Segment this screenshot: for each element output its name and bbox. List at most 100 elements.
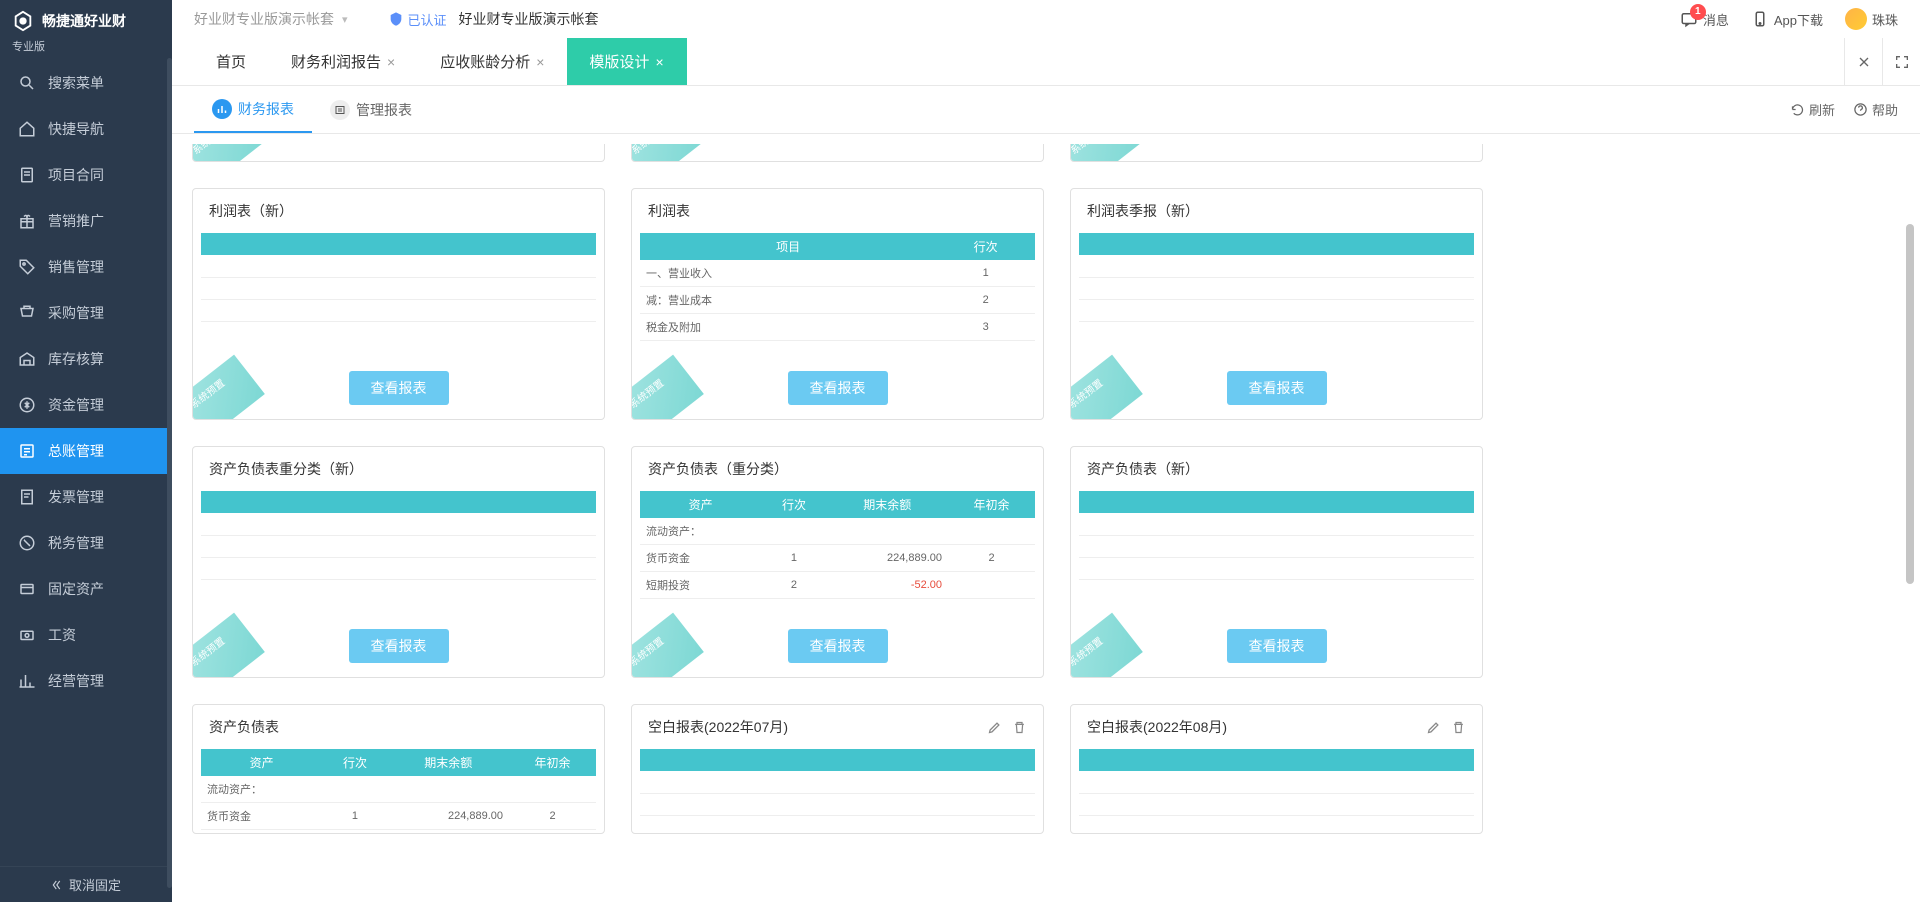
sidebar-item-funds[interactable]: 资金管理 bbox=[0, 382, 172, 428]
tab-label: 模版设计 bbox=[589, 51, 649, 72]
asset-icon bbox=[18, 580, 36, 598]
tabbar-actions bbox=[1844, 38, 1920, 85]
view-report-button[interactable]: 查看报表 bbox=[788, 629, 888, 663]
card-title: 空白报表(2022年08月) bbox=[1087, 717, 1227, 737]
brand-name: 畅捷通好业财 bbox=[42, 11, 126, 31]
account-dropdown-label: 好业财专业版演示帐套 bbox=[194, 9, 334, 29]
subtab-manage[interactable]: 管理报表 bbox=[312, 86, 430, 133]
refresh-button[interactable]: 刷新 bbox=[1790, 100, 1835, 119]
gift-icon bbox=[18, 212, 36, 230]
fullscreen-button[interactable] bbox=[1882, 38, 1920, 85]
sidebar-item-label: 库存核算 bbox=[48, 349, 104, 369]
warehouse-icon bbox=[18, 350, 36, 368]
card-preview-table: 资产 行次 期末余额 年初余 流动资产： 货币资金1224,889.002 短期… bbox=[640, 491, 1035, 599]
verified-badge: 已认证 bbox=[388, 10, 447, 29]
app-download-label: App下载 bbox=[1774, 10, 1823, 29]
sidebar-item-quicknav[interactable]: 快捷导航 bbox=[0, 106, 172, 152]
close-icon[interactable]: × bbox=[387, 54, 395, 70]
sidebar-item-label: 总账管理 bbox=[48, 441, 104, 461]
shield-icon bbox=[388, 11, 404, 27]
tab-template-design[interactable]: 模版设计 × bbox=[567, 38, 686, 85]
sidebar-header: 畅捷通好业财 bbox=[0, 0, 172, 42]
sidebar-item-invoice[interactable]: 发票管理 bbox=[0, 474, 172, 520]
messages-label: 消息 bbox=[1703, 10, 1729, 29]
card-title: 利润表（新） bbox=[209, 201, 293, 221]
delete-icon[interactable] bbox=[1451, 720, 1466, 735]
report-card: 利润表 项目 行次 一、营业收入1 减：营业成本2 税金及附加3 查看报表 bbox=[631, 188, 1044, 420]
unpin-icon bbox=[51, 878, 65, 892]
tab-receivable[interactable]: 应收账龄分析 × bbox=[418, 38, 567, 85]
card-actions bbox=[987, 720, 1027, 735]
sidebar-item-asset[interactable]: 固定资产 bbox=[0, 566, 172, 612]
sidebar: 畅捷通好业财 专业版 搜索菜单 快捷导航 项目合同 营销推广 销售管理 采购管理 bbox=[0, 0, 172, 902]
card-preview-table bbox=[1079, 233, 1474, 322]
tab-profit-report[interactable]: 财务利润报告 × bbox=[269, 38, 418, 85]
content-scroll[interactable]: 系统预置 系统预置 系统预置 利润表（新） 查看报 bbox=[192, 144, 1900, 902]
card-preview-table bbox=[640, 749, 1035, 816]
invoice-icon bbox=[18, 488, 36, 506]
close-all-tabs-button[interactable] bbox=[1844, 38, 1882, 85]
report-card: 空白报表(2022年07月) bbox=[631, 704, 1044, 834]
account-dropdown[interactable]: 好业财专业版演示帐套 ▾ bbox=[194, 9, 348, 29]
subtab-finance[interactable]: 财务报表 bbox=[194, 86, 312, 133]
card-preview-table: 资产 行次 期末余额 年初余 流动资产： 货币资金1224,889.002 bbox=[201, 749, 596, 830]
view-report-button[interactable]: 查看报表 bbox=[1227, 629, 1327, 663]
topbar-right: 1 消息 App下载 珠珠 bbox=[1680, 8, 1898, 30]
notification-badge: 1 bbox=[1690, 4, 1706, 20]
subtab-label: 财务报表 bbox=[238, 99, 294, 119]
view-report-button[interactable]: 查看报表 bbox=[349, 371, 449, 405]
help-icon bbox=[1853, 102, 1868, 117]
delete-icon[interactable] bbox=[1012, 720, 1027, 735]
sidebar-item-ledger[interactable]: 总账管理 bbox=[0, 428, 172, 474]
subtabs-actions: 刷新 帮助 bbox=[1790, 100, 1898, 119]
salary-icon bbox=[18, 626, 36, 644]
list-icon bbox=[330, 100, 350, 120]
sidebar-item-label: 快捷导航 bbox=[48, 119, 104, 139]
sidebar-item-label: 固定资产 bbox=[48, 579, 104, 599]
report-card: 资产负债表（重分类） 资产 行次 期末余额 年初余 流动资产： 货币资金1224… bbox=[631, 446, 1044, 678]
help-label: 帮助 bbox=[1872, 100, 1898, 119]
sidebar-unpin-button[interactable]: 取消固定 bbox=[0, 866, 172, 902]
sidebar-nav: 搜索菜单 快捷导航 项目合同 营销推广 销售管理 采购管理 库存核算 资金管理 bbox=[0, 60, 172, 866]
card-title: 资产负债表（重分类） bbox=[648, 459, 788, 479]
view-report-button[interactable]: 查看报表 bbox=[1227, 371, 1327, 405]
view-report-button[interactable]: 查看报表 bbox=[349, 629, 449, 663]
cart-icon bbox=[18, 304, 36, 322]
card-title: 资产负债表（新） bbox=[1087, 459, 1199, 479]
tab-home[interactable]: 首页 bbox=[194, 38, 269, 85]
close-icon bbox=[1856, 54, 1872, 70]
card-row: 利润表（新） 查看报表 系统预置 利润表 bbox=[192, 188, 1890, 420]
user-menu[interactable]: 珠珠 bbox=[1845, 8, 1898, 30]
view-report-button[interactable]: 查看报表 bbox=[788, 371, 888, 405]
close-icon[interactable]: × bbox=[536, 54, 544, 70]
help-button[interactable]: 帮助 bbox=[1853, 100, 1898, 119]
sidebar-item-tax[interactable]: 税务管理 bbox=[0, 520, 172, 566]
document-icon bbox=[18, 166, 36, 184]
sidebar-item-sales[interactable]: 销售管理 bbox=[0, 244, 172, 290]
phone-icon bbox=[1751, 10, 1769, 28]
edit-icon[interactable] bbox=[987, 720, 1002, 735]
sidebar-item-marketing[interactable]: 营销推广 bbox=[0, 198, 172, 244]
card-row: 资产负债表重分类（新） 查看报表 系统预置 资产负债表（重分类） bbox=[192, 446, 1890, 678]
sidebar-item-biz[interactable]: 经营管理 bbox=[0, 658, 172, 704]
sidebar-item-label: 搜索菜单 bbox=[48, 73, 104, 93]
tab-label: 财务利润报告 bbox=[291, 51, 381, 72]
brand-logo-icon bbox=[12, 10, 34, 32]
sidebar-item-project[interactable]: 项目合同 bbox=[0, 152, 172, 198]
coin-icon bbox=[18, 396, 36, 414]
tab-label: 应收账龄分析 bbox=[440, 51, 530, 72]
sidebar-item-label: 税务管理 bbox=[48, 533, 104, 553]
content-scrollbar[interactable] bbox=[1906, 224, 1914, 584]
close-icon[interactable]: × bbox=[655, 54, 663, 70]
app-download-button[interactable]: App下载 bbox=[1751, 10, 1823, 29]
edit-icon[interactable] bbox=[1426, 720, 1441, 735]
messages-button[interactable]: 1 消息 bbox=[1680, 10, 1729, 29]
sidebar-item-purchase[interactable]: 采购管理 bbox=[0, 290, 172, 336]
card-title: 利润表 bbox=[648, 201, 690, 221]
sidebar-item-search[interactable]: 搜索菜单 bbox=[0, 60, 172, 106]
sidebar-item-inventory[interactable]: 库存核算 bbox=[0, 336, 172, 382]
sidebar-item-salary[interactable]: 工资 bbox=[0, 612, 172, 658]
edition-badge: 专业版 bbox=[0, 38, 172, 54]
home-icon bbox=[18, 120, 36, 138]
user-name: 珠珠 bbox=[1872, 10, 1898, 29]
